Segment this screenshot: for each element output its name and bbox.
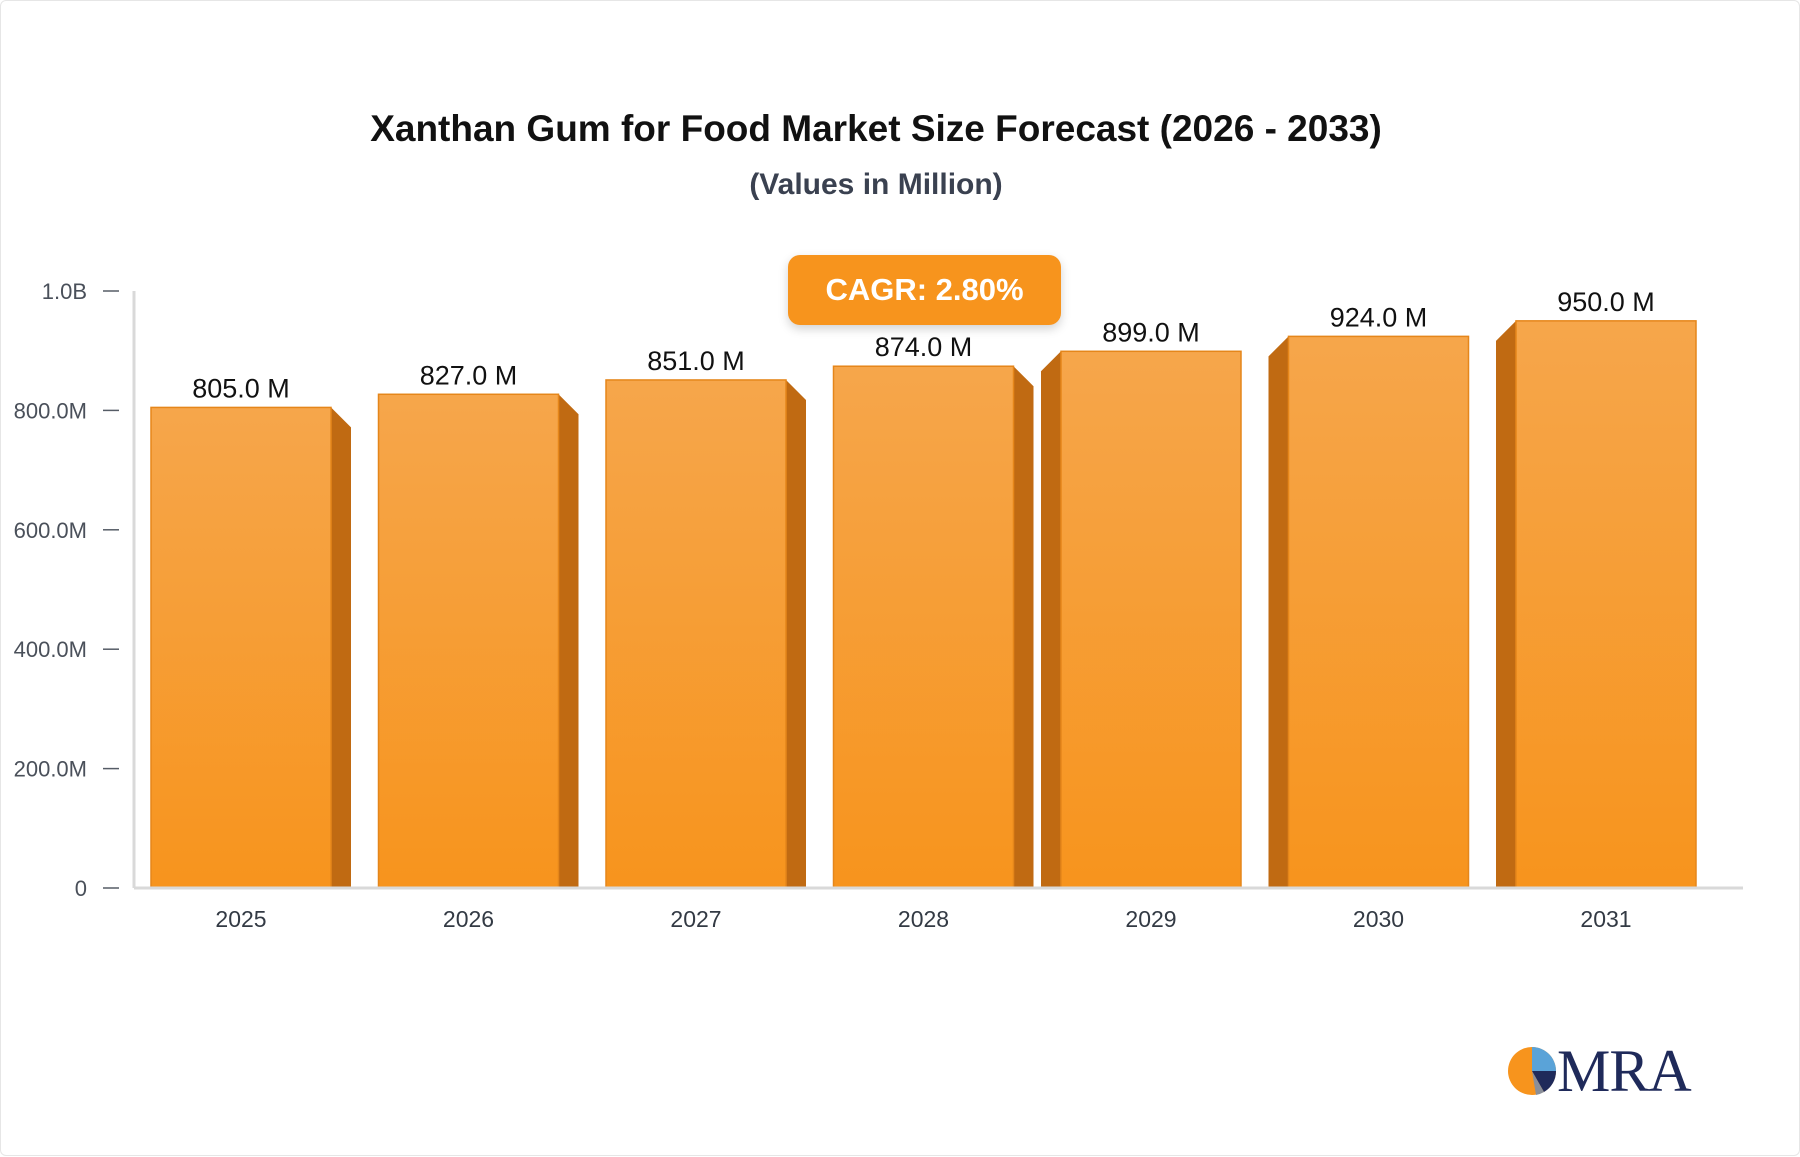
x-tick-label-2029: 2029 — [1125, 906, 1176, 932]
bar-2031 — [1515, 320, 1697, 889]
data-label-2028: 874.0 M — [875, 332, 973, 362]
bar-2029 — [1060, 350, 1242, 889]
mra-logo — [1508, 1047, 1557, 1095]
bar-side-2029 — [1041, 351, 1061, 888]
bar-side-2027 — [786, 379, 806, 888]
bar-2026 — [377, 393, 560, 889]
x-tick-label-2025: 2025 — [215, 906, 266, 932]
data-label-2026: 827.0 M — [420, 360, 518, 390]
y-tick-label: 0 — [75, 876, 87, 901]
y-tick-label: 400.0M — [14, 637, 87, 662]
y-tick-label: 1.0B — [42, 279, 87, 304]
logo-text: MRA — [1557, 1038, 1692, 1104]
bar-side-2025 — [331, 407, 351, 888]
x-tick-label-2027: 2027 — [670, 906, 721, 932]
data-label-2031: 950.0 M — [1557, 287, 1655, 317]
y-tick-label: 600.0M — [14, 518, 87, 543]
y-tick-label: 800.0M — [14, 398, 87, 423]
data-label-2030: 924.0 M — [1330, 302, 1428, 332]
x-tick-label-2031: 2031 — [1580, 906, 1631, 932]
bar-2027 — [605, 379, 787, 889]
x-tick-label-2026: 2026 — [443, 906, 494, 932]
bar-side-2028 — [1013, 366, 1034, 888]
bar-side-2031 — [1496, 320, 1516, 889]
cagr-badge: CAGR: 2.80% — [788, 255, 1061, 325]
pie-logo-icon — [1508, 1047, 1557, 1095]
x-tick-label-2030: 2030 — [1353, 906, 1404, 932]
bar-side-2026 — [558, 394, 579, 888]
y-tick-label: 200.0M — [14, 757, 87, 782]
x-tick-label-2028: 2028 — [898, 906, 949, 932]
bar-2025 — [150, 406, 332, 889]
bar-side-2030 — [1268, 336, 1289, 888]
data-label-2029: 899.0 M — [1102, 317, 1200, 347]
data-label-2025: 805.0 M — [192, 373, 290, 403]
bar-2030 — [1287, 335, 1470, 889]
bar-2028 — [832, 365, 1015, 889]
data-label-2027: 851.0 M — [647, 346, 745, 376]
chart-subtitle: (Values in Million) — [749, 168, 1003, 201]
chart-title: Xanthan Gum for Food Market Size Forecas… — [370, 108, 1382, 149]
